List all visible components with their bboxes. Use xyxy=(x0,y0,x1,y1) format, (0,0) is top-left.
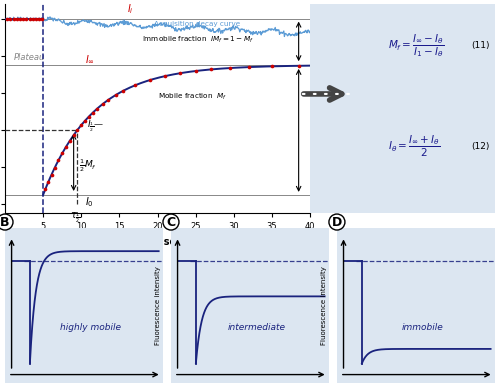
Point xyxy=(66,138,74,144)
Point xyxy=(104,97,112,103)
Point xyxy=(245,64,253,70)
Text: C: C xyxy=(166,216,175,229)
Point xyxy=(268,63,276,69)
Text: $I_{\frac{1}{2}}$—: $I_{\frac{1}{2}}$— xyxy=(86,119,104,134)
Text: $I_i$: $I_i$ xyxy=(127,2,134,16)
Point xyxy=(4,15,12,22)
Point xyxy=(98,101,106,107)
Point xyxy=(130,82,138,89)
Point xyxy=(32,15,40,22)
Point xyxy=(6,15,14,22)
Point xyxy=(35,15,43,22)
Text: Fluorescence intensity: Fluorescence intensity xyxy=(322,266,328,345)
Text: Fluorescence intensity: Fluorescence intensity xyxy=(156,266,162,345)
Text: Plateau: Plateau xyxy=(14,53,46,62)
Text: Acquisition decay curve: Acquisition decay curve xyxy=(154,21,240,27)
Text: D: D xyxy=(332,216,342,229)
Point xyxy=(88,110,96,116)
Point xyxy=(38,15,46,22)
Point xyxy=(22,15,30,22)
Text: $I_{\infty}$: $I_{\infty}$ xyxy=(85,54,95,65)
Text: intermediate: intermediate xyxy=(228,323,286,332)
Point xyxy=(112,92,120,98)
Point xyxy=(26,15,34,22)
Point xyxy=(58,150,66,156)
Point xyxy=(16,15,24,22)
X-axis label: Time (sec): Time (sec) xyxy=(129,237,186,247)
Text: $I_0$: $I_0$ xyxy=(85,195,94,209)
Text: highly mobile: highly mobile xyxy=(60,323,121,332)
Point xyxy=(50,165,58,171)
Point xyxy=(192,68,200,74)
Text: $\tau_{\frac{1}{2}}$: $\tau_{\frac{1}{2}}$ xyxy=(70,210,80,224)
Text: B: B xyxy=(0,216,10,229)
Point xyxy=(10,15,18,22)
Point xyxy=(29,15,37,22)
Point xyxy=(85,113,93,120)
Point xyxy=(13,15,21,22)
Text: Immobile fraction  $IM_f = 1 - M_f$: Immobile fraction $IM_f = 1 - M_f$ xyxy=(142,35,254,45)
Point xyxy=(81,118,89,124)
Point xyxy=(48,171,56,178)
Text: (12): (12) xyxy=(471,142,490,151)
Point xyxy=(161,73,169,79)
Point xyxy=(78,122,86,128)
Text: $I_{\theta} = \dfrac{I_{\infty} + I_{\theta}}{2}$: $I_{\theta} = \dfrac{I_{\infty} + I_{\th… xyxy=(388,134,440,159)
Point xyxy=(54,158,62,164)
Text: Mobile fraction  $M_f$: Mobile fraction $M_f$ xyxy=(158,91,226,102)
Point xyxy=(19,15,27,22)
Text: $\frac{1}{2}M_f$: $\frac{1}{2}M_f$ xyxy=(79,158,97,175)
Text: (11): (11) xyxy=(471,41,490,50)
Point xyxy=(176,70,184,76)
Point xyxy=(70,132,78,138)
Point xyxy=(207,66,215,72)
Point xyxy=(146,77,154,83)
Point xyxy=(119,88,127,94)
Point xyxy=(92,106,100,112)
Text: $M_f = \dfrac{I_{\infty} - I_{\theta}}{I_1 - I_{\theta}}$: $M_f = \dfrac{I_{\infty} - I_{\theta}}{I… xyxy=(388,33,444,59)
Point xyxy=(42,186,50,192)
Point xyxy=(294,63,302,69)
Point xyxy=(62,144,70,150)
Point xyxy=(226,65,234,71)
Text: immobile: immobile xyxy=(402,323,443,332)
Point xyxy=(44,178,52,185)
Point xyxy=(74,127,82,133)
